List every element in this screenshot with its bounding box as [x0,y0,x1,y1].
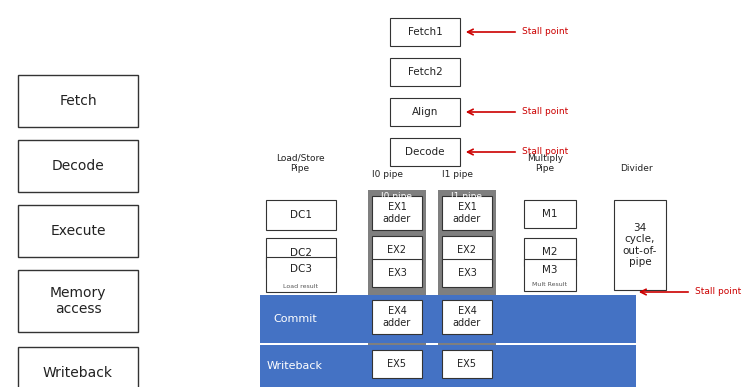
Bar [442,196,492,230]
Text: EX5: EX5 [458,359,476,369]
Bar [260,295,636,343]
Text: I1 pipe: I1 pipe [452,192,482,201]
Text: Stall point: Stall point [522,27,568,36]
Text: Stall point: Stall point [522,147,568,156]
Bar [266,257,336,292]
Bar [442,350,492,378]
Text: Stall point: Stall point [695,288,741,296]
Text: Decode: Decode [405,147,445,157]
Bar [372,350,422,378]
Text: EX3: EX3 [458,268,476,278]
Text: Fetch1: Fetch1 [408,27,442,37]
Text: Fetch2: Fetch2 [408,67,442,77]
Text: EX1
adder: EX1 adder [383,202,411,224]
Text: M1: M1 [542,209,558,219]
Text: Mult Result: Mult Result [533,283,568,288]
Text: EX2: EX2 [387,245,406,255]
Bar [524,259,576,291]
Text: EX5: EX5 [387,359,406,369]
Text: Stall point: Stall point [522,108,568,116]
Bar [18,270,138,332]
Text: Multiply
Pipe: Multiply Pipe [527,154,563,173]
Text: DC1: DC1 [290,210,312,220]
Bar [390,58,460,86]
Text: Execute: Execute [50,224,105,238]
Text: EX2: EX2 [458,245,476,255]
Text: 34
cycle,
out-of-
pipe: 34 cycle, out-of- pipe [623,223,657,267]
Text: I1 pipe: I1 pipe [443,170,473,179]
Bar [442,236,492,264]
Bar [368,190,426,387]
Bar [438,190,496,387]
Bar [372,300,422,334]
Text: Writeback: Writeback [267,361,323,371]
Bar [372,259,422,287]
Text: EX4
adder: EX4 adder [383,306,411,328]
Text: EX3: EX3 [387,268,406,278]
Bar [266,238,336,268]
Text: Load/Store
Pipe: Load/Store Pipe [276,154,325,173]
Text: Decode: Decode [52,159,105,173]
Bar [614,200,666,290]
Text: Writeback: Writeback [43,366,113,380]
Bar [524,200,576,228]
Text: I0 pipe: I0 pipe [373,170,403,179]
Bar [18,140,138,192]
Bar [18,205,138,257]
Text: EX4
adder: EX4 adder [453,306,481,328]
Text: Commit: Commit [273,314,317,324]
Bar [372,236,422,264]
Text: DC2: DC2 [290,248,312,258]
Bar [18,75,138,127]
Bar [524,238,576,266]
Text: Fetch: Fetch [59,94,96,108]
Text: Align: Align [412,107,438,117]
Bar [442,300,492,334]
Text: DC3: DC3 [290,264,312,274]
Bar [442,259,492,287]
Text: Divider: Divider [619,164,652,173]
Text: Memory
access: Memory access [50,286,106,316]
Text: I0 pipe: I0 pipe [381,192,412,201]
Bar [390,18,460,46]
Bar [18,347,138,387]
Text: M2: M2 [542,247,558,257]
Text: EX1
adder: EX1 adder [453,202,481,224]
Bar [390,98,460,126]
Bar [390,138,460,166]
Text: M3: M3 [542,265,558,275]
Text: Load result: Load result [283,284,319,288]
Bar [260,345,636,387]
Bar [372,196,422,230]
Bar [266,200,336,230]
